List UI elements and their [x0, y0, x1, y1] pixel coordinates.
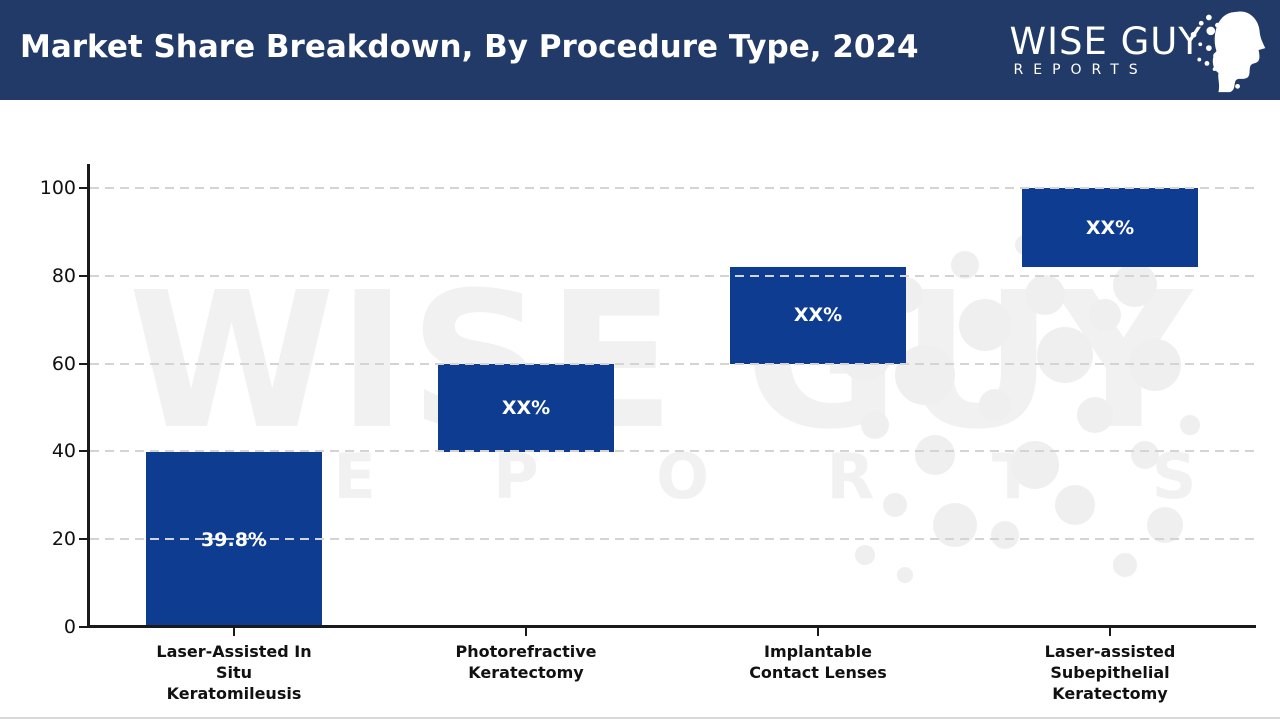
y-tick-mark-60	[79, 362, 88, 365]
gridline-80	[90, 274, 1256, 277]
bottom-divider	[0, 717, 1280, 719]
x-category-label-2: Photorefractive Keratectomy	[455, 642, 597, 682]
brand-logo-text: WISE GUY REPORTS	[1009, 19, 1202, 79]
y-tick-mark-80	[79, 274, 88, 277]
y-tick-mark-0	[79, 626, 88, 628]
gridline-20	[90, 538, 1256, 541]
x-tick-mark-1	[233, 628, 235, 636]
header: Market Share Breakdown, By Procedure Typ…	[0, 0, 1280, 100]
gridline-60	[90, 362, 1256, 365]
y-tick-mark-40	[79, 450, 88, 453]
y-tick-mark-100	[79, 187, 88, 189]
brand-wordmark: WISE GUY	[1009, 19, 1202, 63]
bar-value-label-2: XX%	[501, 396, 551, 419]
y-tick-label-0: 0	[63, 616, 76, 638]
gridline-100	[90, 187, 1256, 189]
bar-4	[1022, 188, 1198, 268]
brand-logo: WISE GUY REPORTS	[1010, 6, 1270, 94]
x-category-label-3: Implantable Contact Lenses	[749, 642, 887, 682]
y-tick-label-40: 40	[51, 440, 76, 463]
watermark-text: WISE GUY	[128, 252, 1194, 471]
x-tick-mark-4	[1109, 628, 1111, 636]
gridline-40	[90, 450, 1256, 453]
x-axis-line	[87, 625, 1256, 628]
page-title: Market Share Breakdown, By Procedure Typ…	[20, 29, 919, 65]
brand-face-icon	[1190, 11, 1266, 93]
x-category-label-1: Laser-Assisted In Situ Keratomileusis	[156, 642, 312, 703]
y-tick-label-20: 20	[51, 528, 76, 551]
bar-value-label-3: XX%	[793, 304, 843, 327]
x-tick-mark-2	[525, 628, 527, 636]
bar-value-label-1: 39.8%	[201, 528, 267, 551]
brand-subtext: REPORTS	[1013, 62, 1148, 79]
bar-value-label-4: XX%	[1085, 216, 1135, 239]
x-category-label-4: Laser-assisted Subepithelial Keratectomy	[1044, 642, 1176, 703]
y-tick-label-80: 80	[51, 264, 76, 287]
bar-2	[438, 363, 614, 453]
y-axis-line	[87, 164, 90, 628]
y-tick-label-100: 100	[39, 177, 76, 199]
y-tick-mark-20	[79, 538, 88, 541]
y-tick-label-60: 60	[51, 352, 76, 375]
x-tick-mark-3	[817, 628, 819, 636]
bar-3	[730, 267, 906, 364]
